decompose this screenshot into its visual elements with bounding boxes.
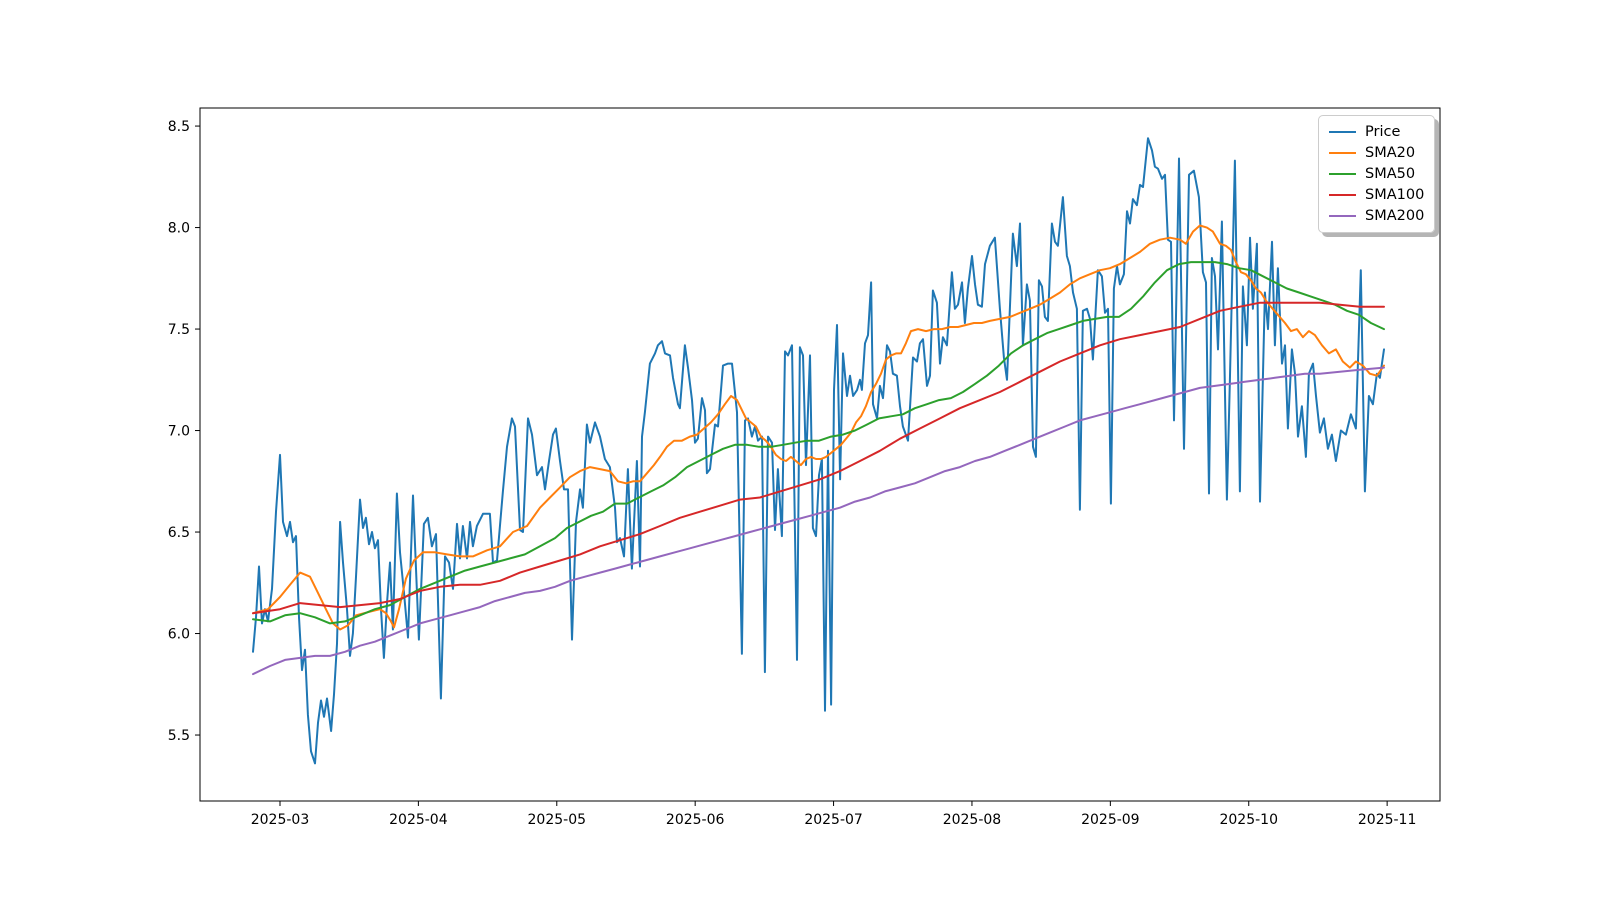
sma200-line	[252, 366, 1385, 676]
x-tick-label: 2025-06	[666, 812, 725, 828]
y-tick-label: 5.5	[168, 728, 190, 744]
y-tick-label: 8.0	[168, 221, 190, 237]
legend-line-swatch	[1329, 151, 1356, 154]
legend-line-swatch	[1329, 172, 1356, 175]
legend-label: SMA100	[1365, 186, 1425, 203]
legend-line-swatch	[1329, 214, 1356, 217]
legend-item-sma200: SMA200	[1329, 205, 1424, 226]
sma100-line	[252, 301, 1385, 615]
y-tick-label: 8.5	[168, 119, 190, 135]
x-tick-label: 2025-11	[1358, 812, 1417, 828]
y-tick-label: 6.5	[168, 525, 190, 541]
x-tick-label: 2025-10	[1219, 812, 1278, 828]
price-line	[252, 137, 1385, 765]
legend-label: SMA50	[1365, 165, 1416, 182]
legend-item-sma100: SMA100	[1329, 184, 1424, 205]
legend-label: SMA200	[1365, 207, 1425, 224]
legend-item-sma50: SMA50	[1329, 163, 1424, 184]
x-tick-label: 2025-07	[804, 812, 863, 828]
legend-line-swatch	[1329, 130, 1356, 133]
legend-label: Price	[1365, 123, 1401, 140]
sma20-line	[252, 224, 1385, 631]
x-tick-label: 2025-08	[943, 812, 1002, 828]
legend: Price SMA20 SMA50 SMA100 SMA200	[1318, 115, 1436, 233]
legend-item-price: Price	[1329, 121, 1424, 142]
x-tick-label: 2025-04	[389, 812, 448, 828]
legend-label: SMA20	[1365, 144, 1416, 161]
x-tick-label: 2025-09	[1081, 812, 1140, 828]
x-tick-label: 2025-05	[528, 812, 587, 828]
sma50-line	[252, 261, 1385, 625]
y-tick-label: 7.0	[168, 424, 190, 440]
legend-line-swatch	[1329, 193, 1356, 196]
y-tick-label: 6.0	[168, 627, 190, 643]
plot-frame	[199, 107, 1441, 802]
x-tick-label: 2025-03	[251, 812, 310, 828]
legend-item-sma20: SMA20	[1329, 142, 1424, 163]
y-tick-label: 7.5	[168, 322, 190, 338]
